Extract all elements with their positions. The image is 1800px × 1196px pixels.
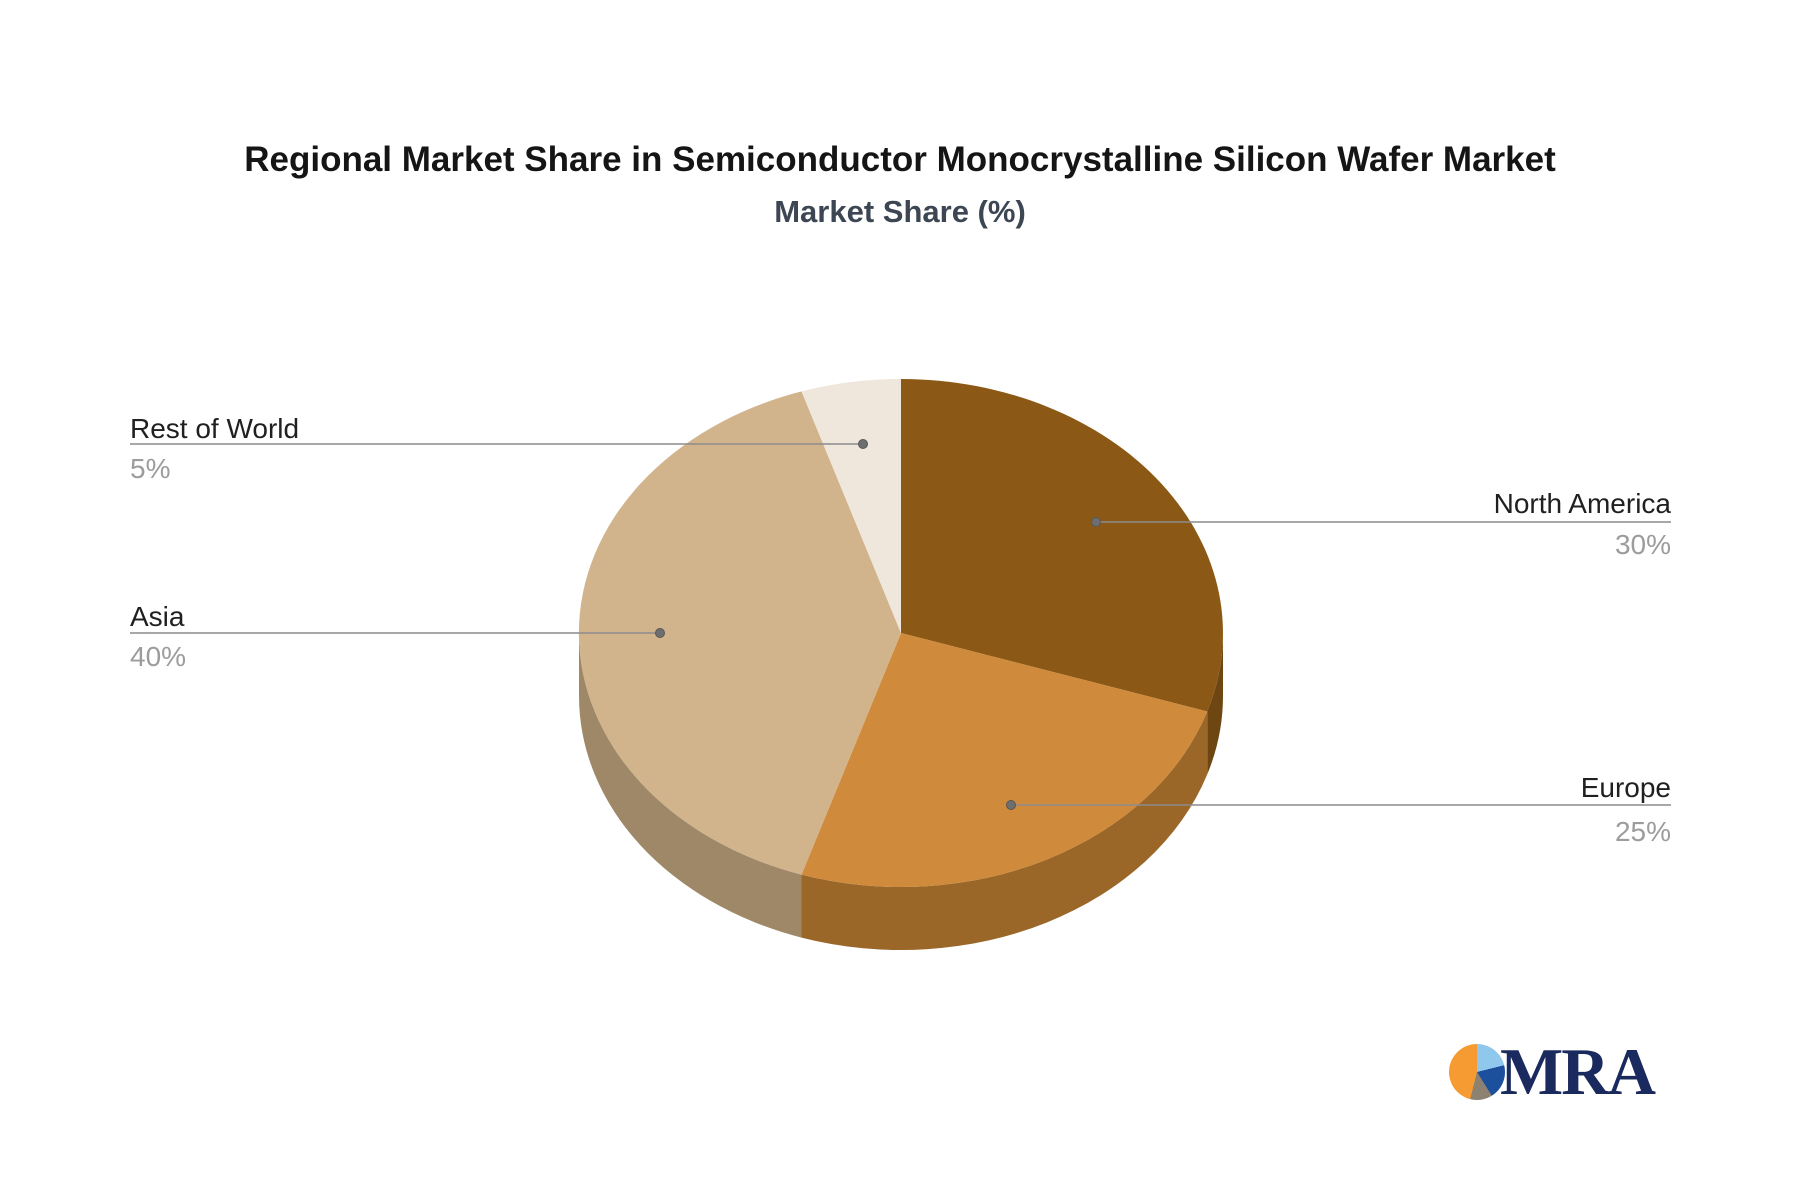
chart-subtitle: Market Share (%) — [774, 194, 1026, 229]
slice-label-europe: Europe — [1580, 772, 1671, 803]
pie-chart-icon — [1449, 1044, 1505, 1100]
chart-title: Regional Market Share in Semiconductor M… — [244, 140, 1556, 179]
pie-slice-side-north-america — [1207, 633, 1223, 775]
slice-pct-europe: 25% — [1614, 816, 1671, 847]
leader-dot-asia — [655, 628, 665, 638]
slice-label-asia: Asia — [130, 601, 185, 632]
brand-logo: MRA — [1449, 1036, 1709, 1116]
leader-dot-north-america — [1091, 517, 1101, 527]
slice-pct-rest-of-world: 5% — [130, 453, 171, 484]
slice-pct-north-america: 30% — [1614, 529, 1671, 560]
brand-text: MRA — [1500, 1035, 1656, 1109]
slice-label-rest-of-world: Rest of World — [130, 413, 300, 444]
leader-dot-rest-of-world — [858, 439, 868, 449]
pie-slice-side-europe — [801, 711, 1208, 951]
pie-slice-europe[interactable] — [801, 633, 1208, 888]
pie-slice-north-america[interactable] — [901, 379, 1223, 712]
leader-dot-europe — [1006, 800, 1016, 810]
slice-pct-asia: 40% — [130, 641, 187, 672]
pie-slice-rest-of-world[interactable] — [801, 378, 902, 633]
pie-slice-side-asia — [578, 633, 802, 938]
slice-label-north-america: North America — [1493, 488, 1671, 519]
pie-slice-asia[interactable] — [578, 391, 901, 875]
